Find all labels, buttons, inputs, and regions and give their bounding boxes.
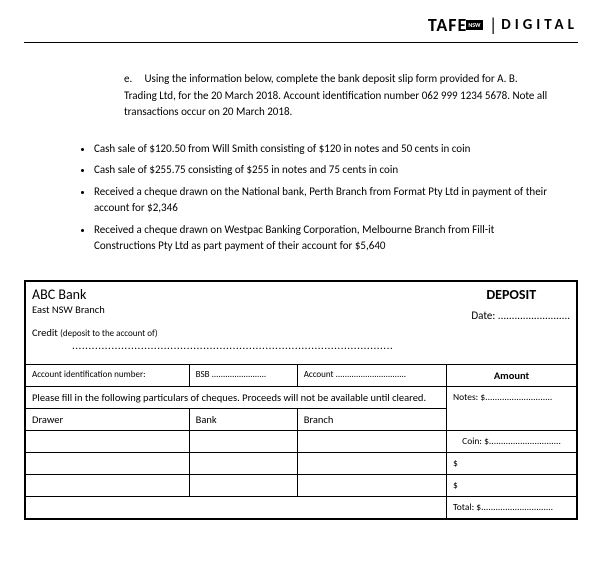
logo-text-digital: DIGITAL xyxy=(501,16,578,34)
deposit-title: DEPOSIT xyxy=(453,286,571,303)
list-item: Cash sale of $120.50 from Will Smith con… xyxy=(94,141,548,157)
list-item: Cash sale of $255.75 consisting of $255 … xyxy=(94,162,548,178)
amount-line-1[interactable]: $ xyxy=(447,453,577,475)
deposit-slip: ABC Bank East NSW Branch Credit (deposit… xyxy=(24,280,578,520)
question-letter: e. xyxy=(124,71,142,88)
cheque-row-drawer[interactable] xyxy=(26,475,190,497)
list-item: Received a cheque drawn on the National … xyxy=(94,184,548,216)
logo-text-tafe: TAFE xyxy=(428,14,467,36)
logo-badge-nsw: NSW xyxy=(466,20,482,30)
cheque-row-branch[interactable] xyxy=(297,431,446,453)
bank-name: ABC Bank xyxy=(32,286,441,303)
cheque-note: Please fill in the following particulars… xyxy=(26,387,447,409)
question-block: e. Using the information below, complete… xyxy=(124,71,548,121)
amount-header: Amount xyxy=(447,365,577,387)
col-drawer: Drawer xyxy=(26,409,190,431)
credit-label: Credit xyxy=(32,326,58,339)
page-header: TAFENSW |DIGITAL xyxy=(24,14,578,43)
cheque-row-bank[interactable] xyxy=(189,431,297,453)
coin-amount[interactable]: Coin: $.............................. xyxy=(447,431,577,453)
cheque-row-bank[interactable] xyxy=(189,453,297,475)
notes-amount[interactable]: Notes: $............................ xyxy=(447,387,577,431)
date-label: Date: .......................... xyxy=(471,309,570,322)
cheque-row-drawer[interactable] xyxy=(26,453,190,475)
list-item: Received a cheque drawn on Westpac Banki… xyxy=(94,222,548,254)
account-field[interactable]: Account ............................... xyxy=(297,365,446,387)
cheque-row-drawer[interactable] xyxy=(26,431,190,453)
cheque-row-branch[interactable] xyxy=(297,475,446,497)
question-text: Using the information below, complete th… xyxy=(124,72,547,118)
bullet-list: Cash sale of $120.50 from Will Smith con… xyxy=(94,141,548,255)
acct-id-label: Account identification number: xyxy=(26,365,190,387)
cheque-row-wide[interactable] xyxy=(26,497,447,519)
credit-dotted-line: ........................................… xyxy=(32,339,441,360)
col-branch: Branch xyxy=(297,409,446,431)
cheque-row-bank[interactable] xyxy=(189,475,297,497)
logo-separator: | xyxy=(489,14,497,36)
cheque-row-branch[interactable] xyxy=(297,453,446,475)
amount-line-2[interactable]: $ xyxy=(447,475,577,497)
branch-name: East NSW Branch xyxy=(32,303,441,316)
credit-paren: (deposit to the account of) xyxy=(60,328,157,339)
bsb-field[interactable]: BSB ........................ xyxy=(189,365,297,387)
tafe-logo: TAFENSW |DIGITAL xyxy=(428,14,578,36)
total-amount[interactable]: Total: $.............................. xyxy=(447,497,577,519)
col-bank: Bank xyxy=(189,409,297,431)
